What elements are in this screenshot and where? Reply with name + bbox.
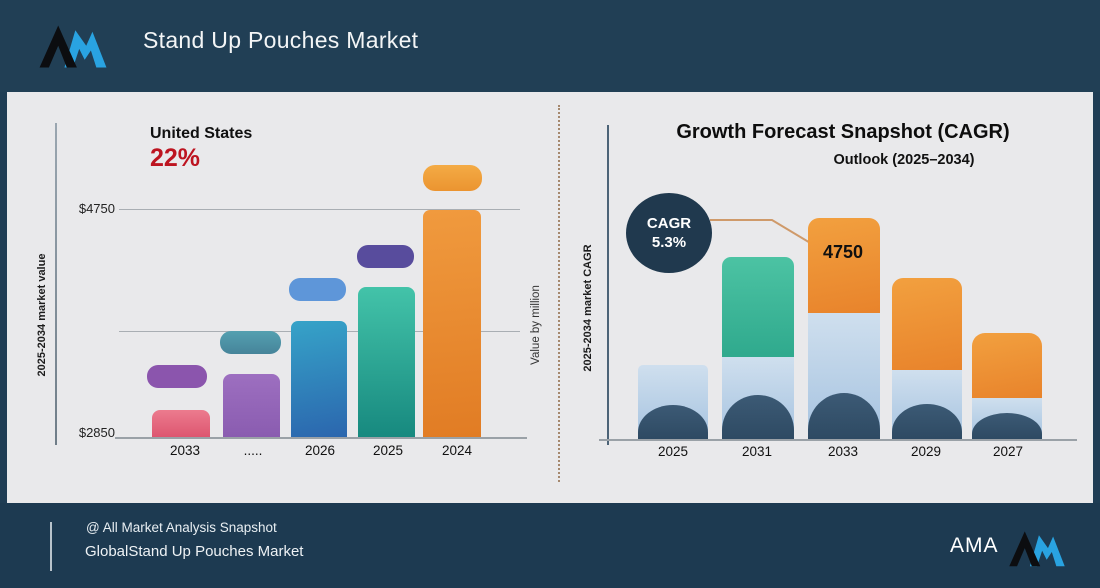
bar-cap-2033 xyxy=(147,365,207,388)
cagr-badge-label: CAGR xyxy=(646,214,692,232)
right-y-axis-line xyxy=(607,125,609,445)
left-chart-highlight-percent: 22% xyxy=(150,144,201,172)
x-tick-r-2027: 2027 xyxy=(992,444,1024,459)
bar-dots xyxy=(223,374,280,437)
left-y-axis-label: 2025-2034 market value xyxy=(36,253,48,377)
x-tick-2025: 2025 xyxy=(372,443,404,458)
footer-tagline: @ All Market Analysis Snapshot xyxy=(86,520,277,535)
left-x-axis-line xyxy=(115,437,527,439)
x-tick-r-2025: 2025 xyxy=(657,444,689,459)
cagr-badge: CAGR 5.3% xyxy=(626,193,712,273)
bar-2027-base-segment xyxy=(972,413,1042,439)
bar-2026 xyxy=(291,321,347,437)
x-tick-2024: 2024 xyxy=(441,443,473,458)
gridline-4750 xyxy=(119,209,520,210)
bar-2033 xyxy=(152,410,210,437)
footer-brand-text: AMA xyxy=(950,534,999,557)
right-chart-subtitle: Outlook (2025–2034) xyxy=(833,152,975,168)
bar-2025 xyxy=(358,287,415,437)
bar-cap-2026 xyxy=(289,278,346,301)
bar-2029-top-segment xyxy=(892,278,962,371)
bar-2033-value-annotation: 4750 xyxy=(823,242,864,262)
bar-cap-2024 xyxy=(423,165,482,191)
right-chart-title: Growth Forecast Snapshot (CAGR) xyxy=(676,121,1010,143)
panel-divider xyxy=(558,105,560,482)
ama-logo-footer-icon xyxy=(1009,531,1065,567)
footer-divider-line xyxy=(50,522,52,571)
x-tick-2033: 2033 xyxy=(169,443,201,458)
x-tick-r-2031: 2031 xyxy=(741,444,773,459)
left-chart-region-title: United States xyxy=(150,125,253,142)
x-tick-r-2033: 2033 xyxy=(827,444,859,459)
bar-2031-top-segment xyxy=(722,257,794,358)
badge-connector-line xyxy=(710,219,818,248)
bar-cap-dots xyxy=(220,331,281,354)
bar-cap-2025 xyxy=(357,245,414,268)
right-y-axis-label: 2025-2034 market CAGR xyxy=(582,244,594,372)
x-tick-dots: ..... xyxy=(243,443,263,458)
bar-2024 xyxy=(423,210,481,437)
ama-logo-icon xyxy=(39,25,107,68)
header: Stand Up Pouches Market xyxy=(0,0,1100,92)
value-by-million-label: Value by million xyxy=(530,285,542,365)
bar-2027-top-segment xyxy=(972,333,1042,399)
footer: @ All Market Analysis Snapshot GlobalSta… xyxy=(0,503,1100,588)
y-tick-4750: $4750 xyxy=(78,201,115,216)
x-tick-r-2029: 2029 xyxy=(910,444,942,459)
footer-report-name: GlobalStand Up Pouches Market xyxy=(85,543,304,560)
y-tick-2850: $2850 xyxy=(78,425,115,440)
right-x-axis-line xyxy=(599,439,1077,441)
left-y-axis-line xyxy=(55,123,57,445)
cagr-badge-value: 5.3% xyxy=(651,234,687,251)
bar-2033-top-segment xyxy=(808,218,880,314)
x-tick-2026: 2026 xyxy=(304,443,336,458)
content-area: 2025-2034 market value United States 22%… xyxy=(7,92,1093,503)
page-title: Stand Up Pouches Market xyxy=(143,27,419,53)
